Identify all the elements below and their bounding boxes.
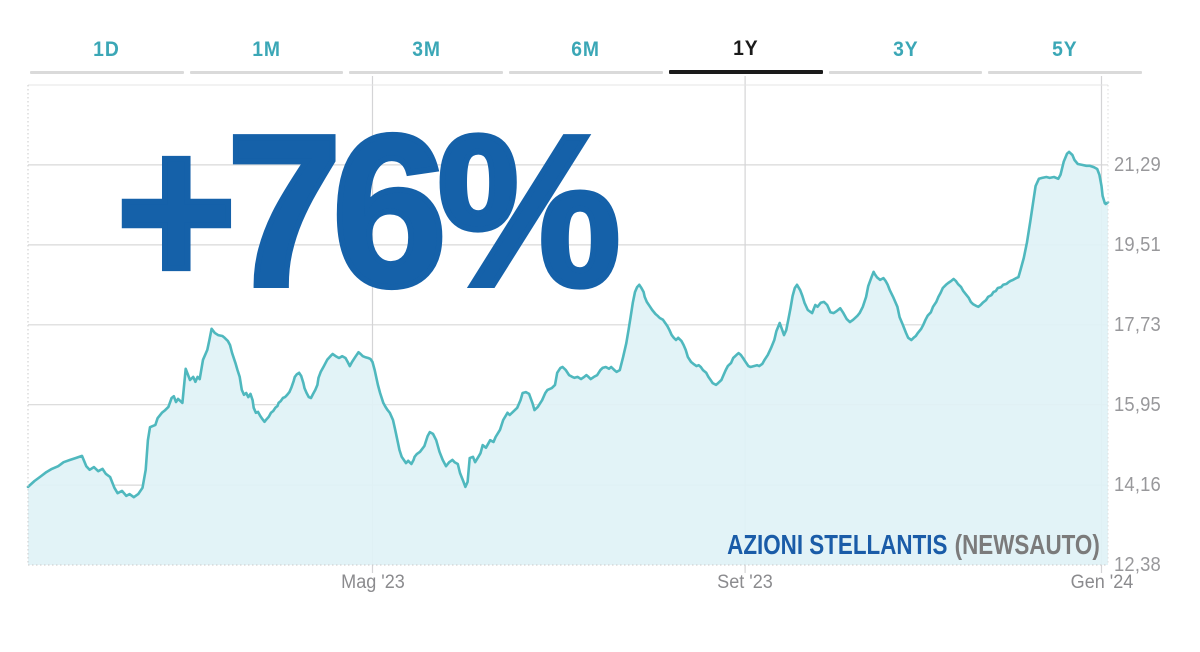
tab-label: 1Y bbox=[732, 37, 759, 60]
y-axis-tick: 21,29 bbox=[1114, 153, 1161, 176]
tab-label: 1M bbox=[252, 38, 281, 61]
tab-underline bbox=[30, 71, 184, 74]
x-axis-tick: Mag '23 bbox=[340, 572, 405, 593]
y-axis-tick: 14,16 bbox=[1114, 474, 1161, 497]
y-axis-tick: 12,38 bbox=[1114, 554, 1161, 576]
watermark: AZIONI STELLANTIS (NEWSAUTO) bbox=[727, 529, 1100, 561]
tab-underline bbox=[828, 71, 983, 74]
y-axis-tick: 19,51 bbox=[1114, 233, 1161, 256]
tab-label: 6M bbox=[571, 38, 601, 61]
range-tabs: 1D 1M 3M 6M 1Y 3Y 5Y bbox=[30, 30, 1143, 74]
tab-label: 5Y bbox=[1052, 38, 1078, 61]
y-axis-tick: 15,95 bbox=[1114, 393, 1161, 416]
tab-3y[interactable]: 3Y bbox=[828, 30, 983, 74]
tab-3m[interactable]: 3M bbox=[349, 30, 504, 74]
tab-5y[interactable]: 5Y bbox=[988, 30, 1143, 74]
tab-underline bbox=[509, 71, 663, 74]
watermark-source: (NEWSAUTO) bbox=[954, 529, 1100, 560]
tab-underline bbox=[189, 71, 344, 74]
tab-1m[interactable]: 1M bbox=[189, 30, 344, 74]
tab-6m[interactable]: 6M bbox=[509, 30, 663, 74]
active-tab-underline bbox=[668, 70, 823, 74]
tab-label: 1D bbox=[93, 38, 121, 61]
x-axis-tick: Set '23 bbox=[717, 572, 773, 593]
tab-1y[interactable]: 1Y bbox=[668, 30, 823, 74]
watermark-title: AZIONI STELLANTIS bbox=[727, 529, 948, 560]
percent-change-overlay: +76% bbox=[113, 90, 624, 331]
tab-underline bbox=[988, 71, 1143, 74]
tab-1d[interactable]: 1D bbox=[30, 30, 184, 74]
tab-label: 3Y bbox=[892, 38, 919, 61]
y-axis-tick: 17,73 bbox=[1114, 313, 1161, 336]
tab-underline bbox=[349, 71, 504, 74]
x-axis-tick: Gen '24 bbox=[1070, 572, 1133, 593]
tab-label: 3M bbox=[411, 38, 441, 61]
